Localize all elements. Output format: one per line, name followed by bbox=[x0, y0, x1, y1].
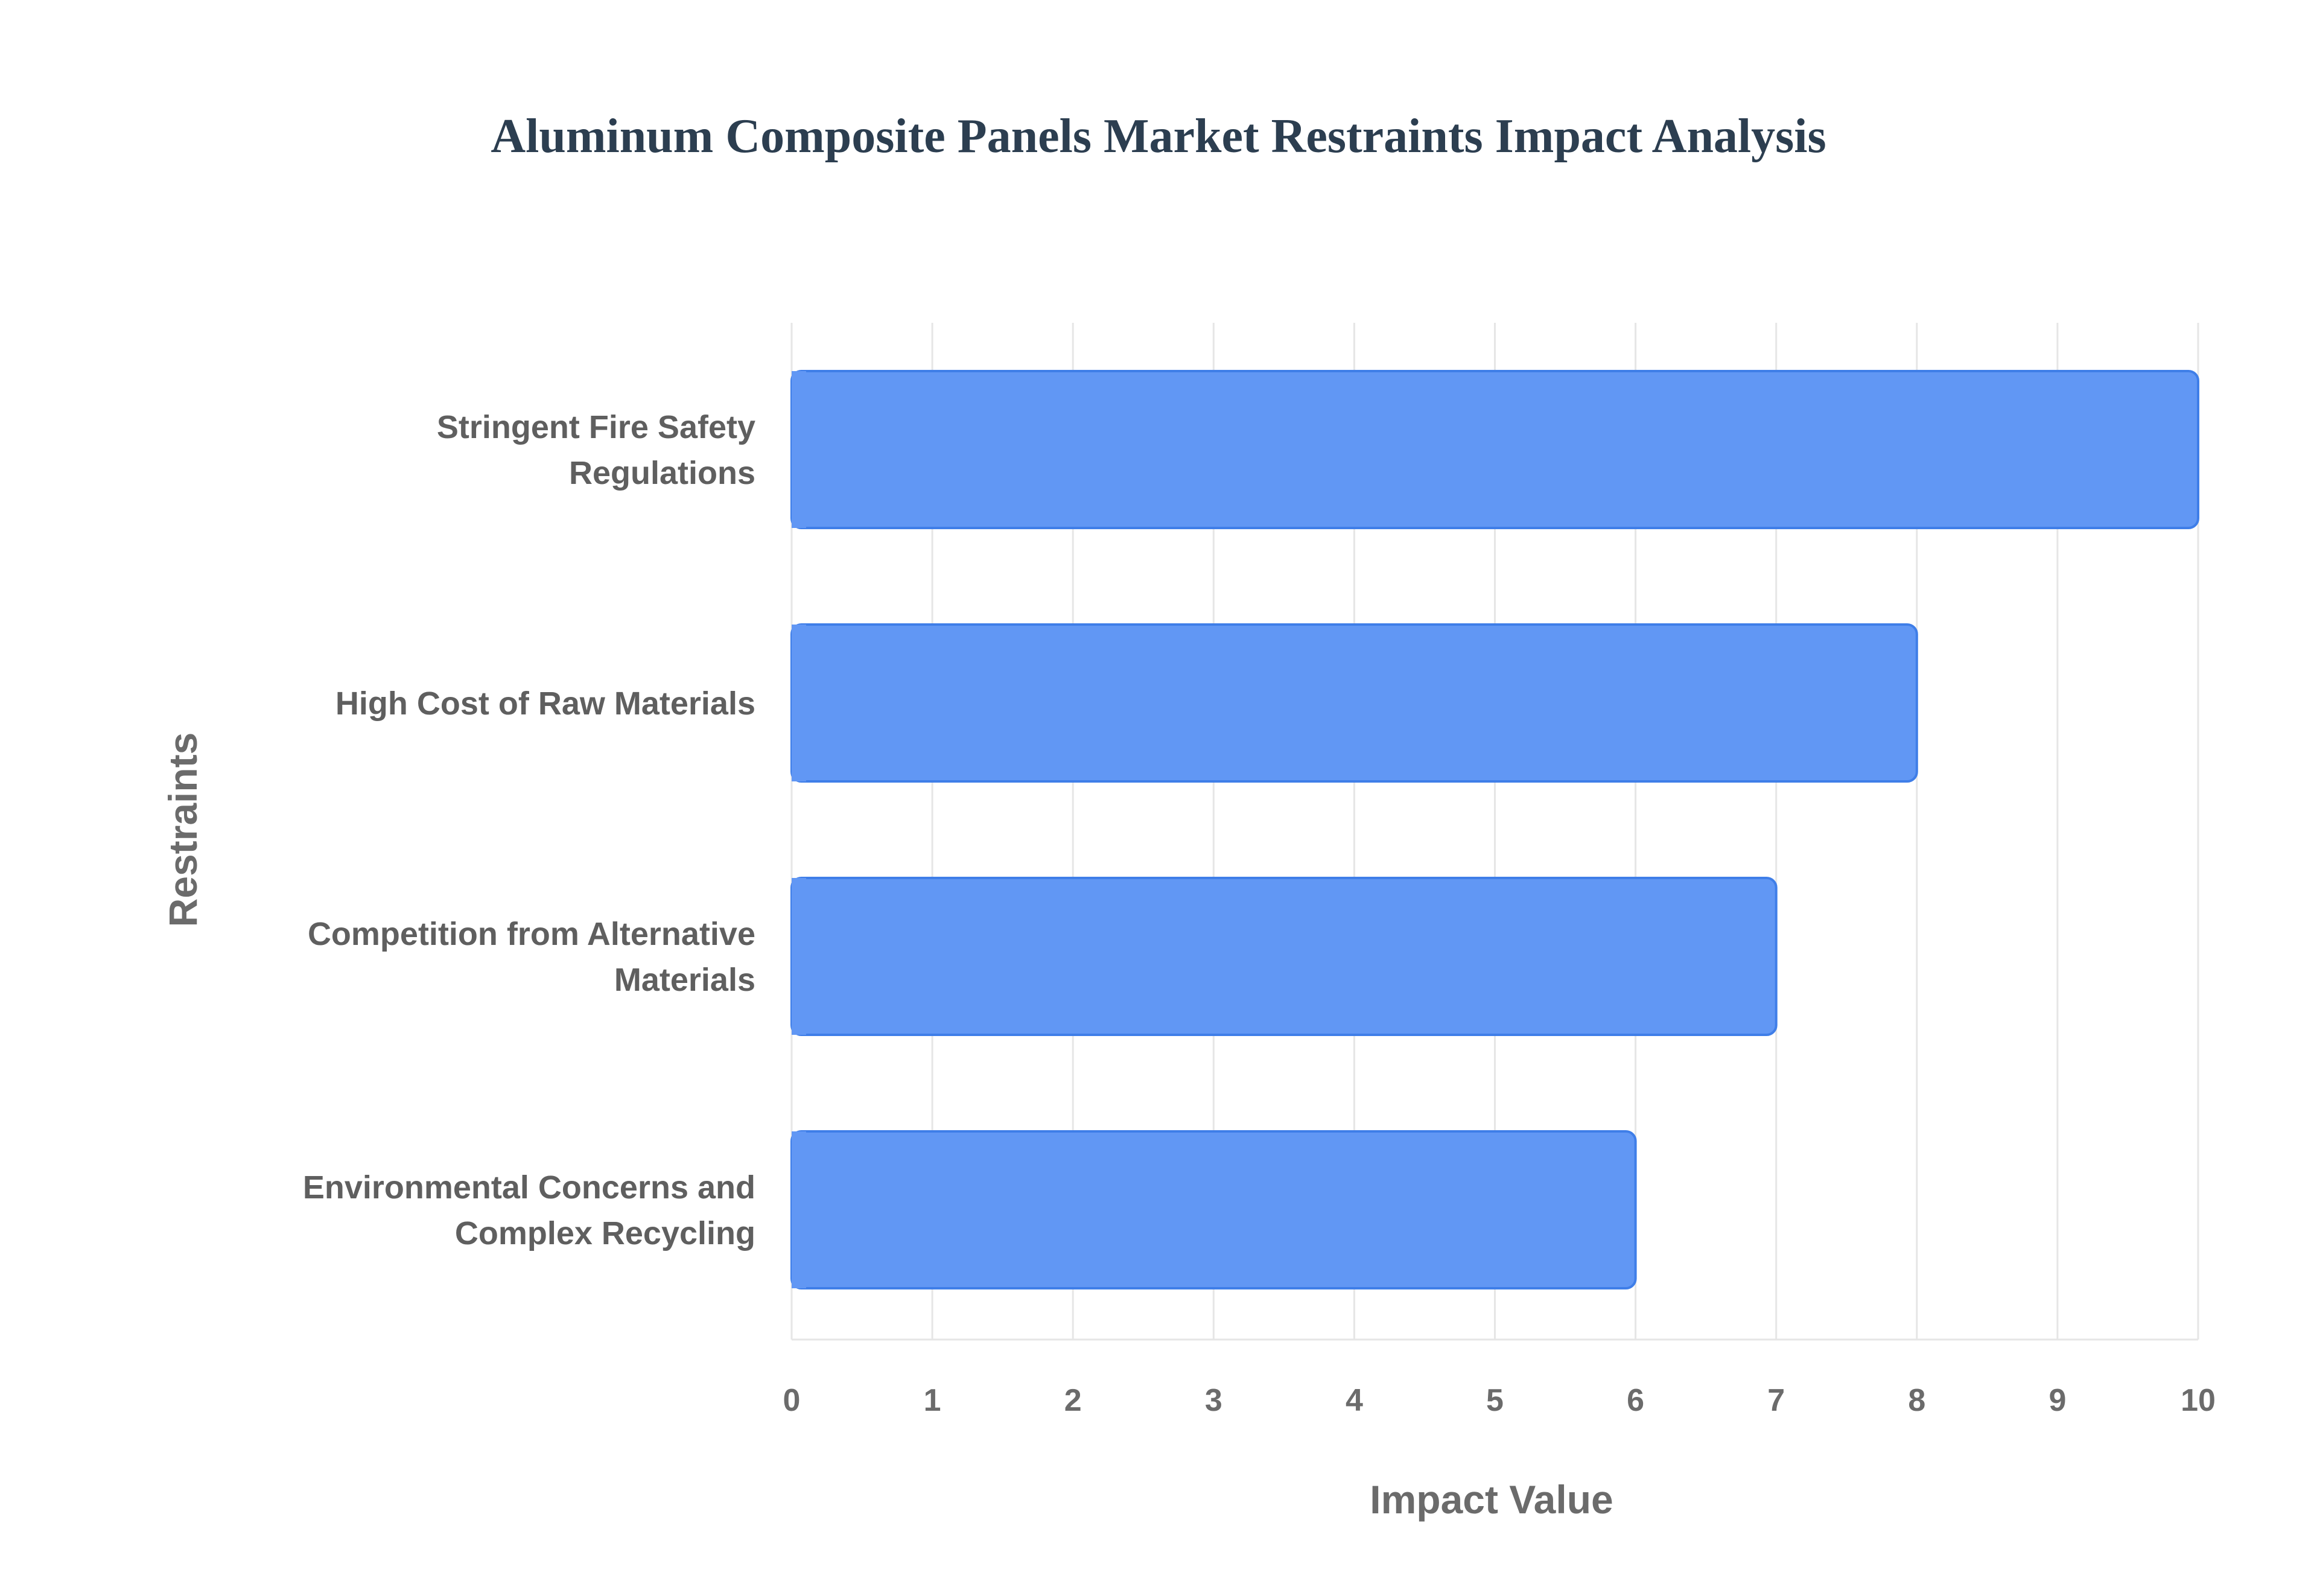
bar-1-base bbox=[792, 371, 806, 528]
y-axis-title: Restraints bbox=[161, 733, 205, 927]
bar-2-base bbox=[792, 625, 806, 781]
x-tick-label-3: 3 bbox=[1205, 1383, 1222, 1418]
category-label-2: High Cost of Raw Materials bbox=[335, 685, 755, 722]
x-tick-label-8: 8 bbox=[1908, 1383, 1925, 1418]
x-tick-label-1: 1 bbox=[924, 1383, 941, 1418]
x-tick-label-5: 5 bbox=[1486, 1383, 1504, 1418]
category-label-line: Materials bbox=[614, 962, 755, 998]
chart-title: Aluminum Composite Panels Market Restrai… bbox=[491, 110, 1826, 163]
category-label-1: Stringent Fire Safety Regulations bbox=[437, 409, 755, 491]
bar-4-base bbox=[792, 1131, 806, 1288]
bar-2 bbox=[790, 623, 1918, 783]
bars bbox=[790, 370, 2199, 1289]
x-axis-title: Impact Value bbox=[1370, 1477, 1613, 1522]
bar-3 bbox=[790, 877, 1778, 1036]
x-tick-label-9: 9 bbox=[2048, 1383, 2066, 1418]
category-label-line: Complex Recycling bbox=[455, 1215, 755, 1251]
x-tick-label-10: 10 bbox=[2181, 1383, 2216, 1418]
category-label-line: Stringent Fire Safety bbox=[437, 409, 755, 445]
x-tick-label-0: 0 bbox=[783, 1383, 801, 1418]
bar-3-base bbox=[792, 878, 806, 1035]
category-label-3: Competition from Alternative Materials bbox=[308, 916, 755, 998]
category-label-line: Regulations bbox=[569, 455, 755, 491]
x-tick-label-6: 6 bbox=[1627, 1383, 1644, 1418]
bar-4 bbox=[790, 1130, 1637, 1289]
category-label-line: Competition from Alternative bbox=[308, 916, 755, 952]
x-axis-ticks: 0 1 2 3 4 5 6 7 8 9 10 bbox=[783, 1383, 2216, 1418]
x-tick-label-2: 2 bbox=[1064, 1383, 1082, 1418]
x-tick-label-4: 4 bbox=[1346, 1383, 1363, 1418]
category-label-line: High Cost of Raw Materials bbox=[335, 685, 755, 722]
y-axis-categories: Stringent Fire Safety Regulations High Cos… bbox=[303, 409, 755, 1251]
x-tick-label-7: 7 bbox=[1767, 1383, 1785, 1418]
bar-1 bbox=[790, 370, 2199, 529]
category-label-4: Environmental Concerns and Complex Recycl… bbox=[303, 1169, 755, 1251]
category-label-line: Environmental Concerns and bbox=[303, 1169, 755, 1206]
